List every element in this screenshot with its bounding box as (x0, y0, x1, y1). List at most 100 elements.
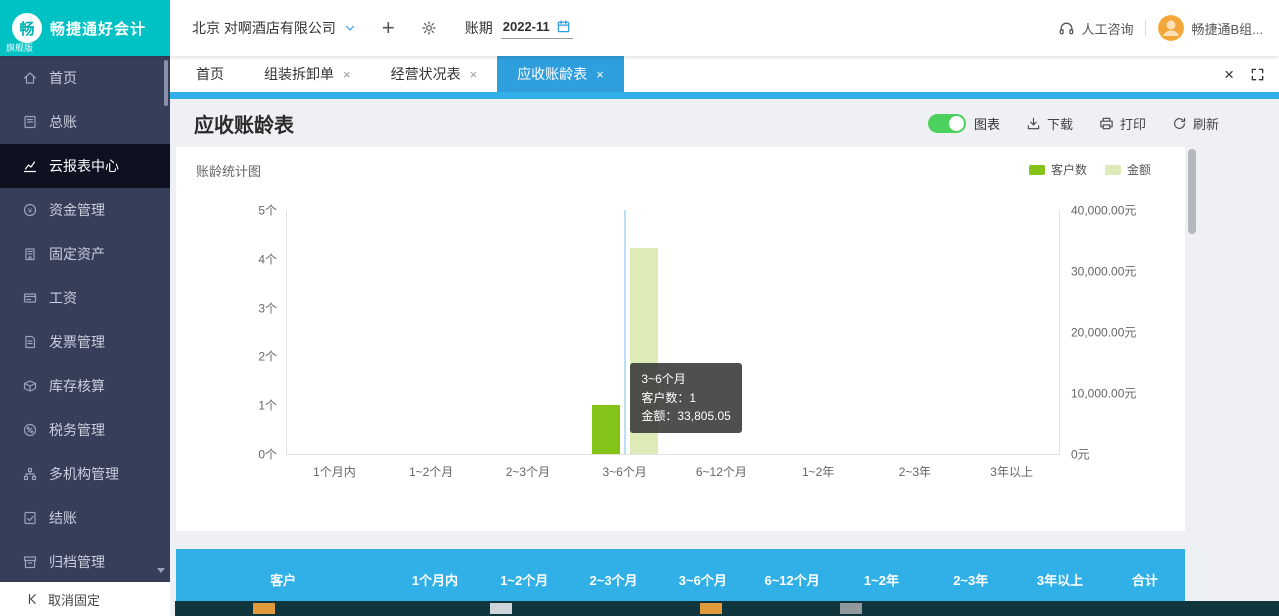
content-area: 首页 组装拆卸单 × 经营状况表 × 应收账龄表 × × 应收账龄表 图表 下载 打印 刷新 (170, 56, 1279, 616)
taskbar-item[interactable] (840, 603, 862, 614)
chart-view-toggle[interactable]: 图表 (927, 113, 1000, 133)
toggle-switch[interactable] (927, 113, 966, 133)
sidebar-item-cloud-reports[interactable]: 云报表中心 (0, 144, 170, 188)
funds-icon: ¥ (22, 202, 38, 218)
avatar[interactable] (1158, 15, 1185, 41)
tab-assembly-order[interactable]: 组装拆卸单 × (244, 56, 371, 92)
tab-close-icon[interactable]: × (596, 66, 604, 82)
table-header-cell: 合计 (1131, 572, 1158, 588)
taskbar-item[interactable] (253, 603, 275, 614)
gear-icon (421, 20, 437, 36)
unpin-label: 取消固定 (48, 592, 101, 608)
x-axis-label: 2~3年 (898, 465, 932, 479)
settings-button[interactable] (421, 20, 437, 36)
sidebar-item-home[interactable]: 首页 (0, 56, 170, 100)
sidebar-item-label: 税务管理 (49, 422, 105, 438)
legend-swatch (1104, 164, 1121, 175)
close-tab-icon[interactable]: × (1224, 64, 1234, 84)
tab-label: 组装拆卸单 (264, 66, 334, 82)
sidebar-item-payroll[interactable]: 工资 (0, 276, 170, 320)
download-button[interactable]: 下载 (1026, 114, 1073, 133)
sidebar-item-archive[interactable]: 归档管理 (0, 540, 170, 582)
sidebar-scroll-down-icon[interactable] (157, 568, 165, 573)
sidebar-item-label: 多机构管理 (49, 466, 119, 482)
chart-tooltip: 3~6个月 客户数：1 金额：33,805.05 (630, 363, 742, 433)
bar-group (770, 210, 867, 454)
sidebar-menu: 首页总账 云报表中心 ¥ 资金管理固定资产工资发票管理 库存核算税务管理多机构管理结账归… (0, 56, 170, 582)
sidebar-item-invoices[interactable]: 发票管理 (0, 320, 170, 364)
print-icon (1099, 116, 1114, 131)
legend-item-customers[interactable]: 客户数 (1028, 161, 1087, 178)
legend-item-amount[interactable]: 金额 (1104, 161, 1151, 178)
cloud-report-icon (22, 158, 38, 174)
table-header-cell: 2~3年 (953, 572, 989, 588)
sidebar-item-label: 资金管理 (49, 202, 105, 218)
table-header-cell: 2~3个月 (589, 572, 638, 588)
tab-close-icon[interactable]: × (343, 66, 351, 82)
print-button[interactable]: 打印 (1099, 114, 1146, 133)
chart-card: 账龄统计图 客户数 金额 0个 1个 2个 3个 4个 5个 0元 10,000.00元 20,0… (176, 147, 1185, 531)
sidebar-item-tax[interactable]: 税务管理 (0, 408, 170, 452)
calendar-icon (556, 19, 571, 34)
period-label: 账期 (464, 20, 493, 36)
y-axis-left-tick: 5个 (258, 203, 277, 218)
x-axis-label: 1~2年 (801, 465, 835, 479)
taskbar-item[interactable] (700, 603, 722, 614)
table-header-cell: 1~2个月 (500, 572, 549, 588)
sidebar-item-funds[interactable]: ¥ 资金管理 (0, 188, 170, 232)
hover-line (623, 210, 626, 454)
sidebar: 首页总账 云报表中心 ¥ 资金管理固定资产工资发票管理 库存核算税务管理多机构管理结账归… (0, 56, 170, 616)
tax-icon (22, 422, 38, 438)
chevron-down-icon (344, 22, 356, 34)
add-button[interactable]: + (381, 15, 395, 40)
sidebar-item-closing[interactable]: 结账 (0, 496, 170, 540)
y-axis-right-tick: 30,000.00元 (1071, 264, 1137, 279)
sidebar-item-label: 固定资产 (49, 246, 105, 262)
page-title: 应收账龄表 (194, 114, 294, 137)
period-value: 2022-11 (502, 19, 550, 34)
y-axis-right-tick: 10,000.00元 (1071, 386, 1137, 401)
tab-operating-report[interactable]: 经营状况表 × (371, 56, 498, 92)
refresh-button[interactable]: 刷新 (1172, 114, 1219, 133)
accounting-period: 账期 2022-11 (465, 17, 573, 39)
active-tab-indicator-bar (170, 92, 1279, 99)
sidebar-item-label: 归档管理 (49, 554, 105, 570)
chart-area: 0个 1个 2个 3个 4个 5个 0元 10,000.00元 20,000.00元 30,000… (258, 204, 1136, 462)
download-icon (1026, 116, 1041, 131)
top-bar: 畅 畅捷通好会计 旗舰版 北京 对啊酒店有限公司 + 账期 2022-11 人工… (0, 0, 1279, 56)
tooltip-line: 金额：33,805.05 (641, 409, 731, 424)
username[interactable]: 畅捷通B组... (1191, 21, 1263, 37)
period-value-field[interactable]: 2022-11 (500, 17, 573, 39)
support-button[interactable]: 人工咨询 (1058, 19, 1133, 38)
page-scrollbar-thumb[interactable] (1188, 149, 1196, 234)
tooltip-title: 3~6个月 (641, 372, 686, 387)
bar-customers[interactable] (591, 405, 620, 454)
aging-table: 客户 1个月内 1~2个月 2~3个月 3~6个月 6~12个月 1~2年 2~3年 3年以上 合… (176, 549, 1185, 609)
tab-receivables-aging[interactable]: 应收账龄表 × (497, 56, 624, 92)
tab-close-icon[interactable]: × (469, 66, 478, 82)
bar-group (384, 210, 481, 454)
table-header-row: 客户 1个月内 1~2个月 2~3个月 3~6个月 6~12个月 1~2年 2~3年 3年以上 合… (176, 549, 1185, 609)
sidebar-item-multi-org[interactable]: 多机构管理 (0, 452, 170, 496)
tab-bar: 首页 组装拆卸单 × 经营状况表 × 应收账龄表 × × (170, 56, 1279, 92)
y-axis-left-tick: 2个 (258, 349, 277, 364)
bar-group (287, 210, 384, 454)
fullscreen-icon[interactable] (1250, 67, 1265, 82)
sidebar-scrollbar-thumb[interactable] (164, 60, 168, 106)
invoice-icon (22, 334, 38, 350)
page-controls: 图表 下载 打印 刷新 (927, 113, 1219, 133)
unpin-sidebar-button[interactable]: 取消固定 (0, 582, 170, 616)
taskbar-item[interactable] (490, 603, 512, 614)
sidebar-item-inventory[interactable]: 库存核算 (0, 364, 170, 408)
tab-label: 经营状况表 (390, 66, 461, 82)
sidebar-item-label: 工资 (49, 290, 77, 306)
sidebar-item-label: 首页 (49, 70, 77, 86)
sidebar-item-fixed-assets[interactable]: 固定资产 (0, 232, 170, 276)
legend-label: 客户数 (1050, 163, 1087, 177)
x-axis-label: 3年以上 (990, 465, 1033, 479)
company-selector[interactable]: 北京 对啊酒店有限公司 (192, 18, 356, 38)
collapse-left-icon (26, 592, 40, 606)
sidebar-item-general-ledger[interactable]: 总账 (0, 100, 170, 144)
tab-bar-actions: × (1224, 56, 1279, 92)
tab-home[interactable]: 首页 (176, 56, 244, 92)
